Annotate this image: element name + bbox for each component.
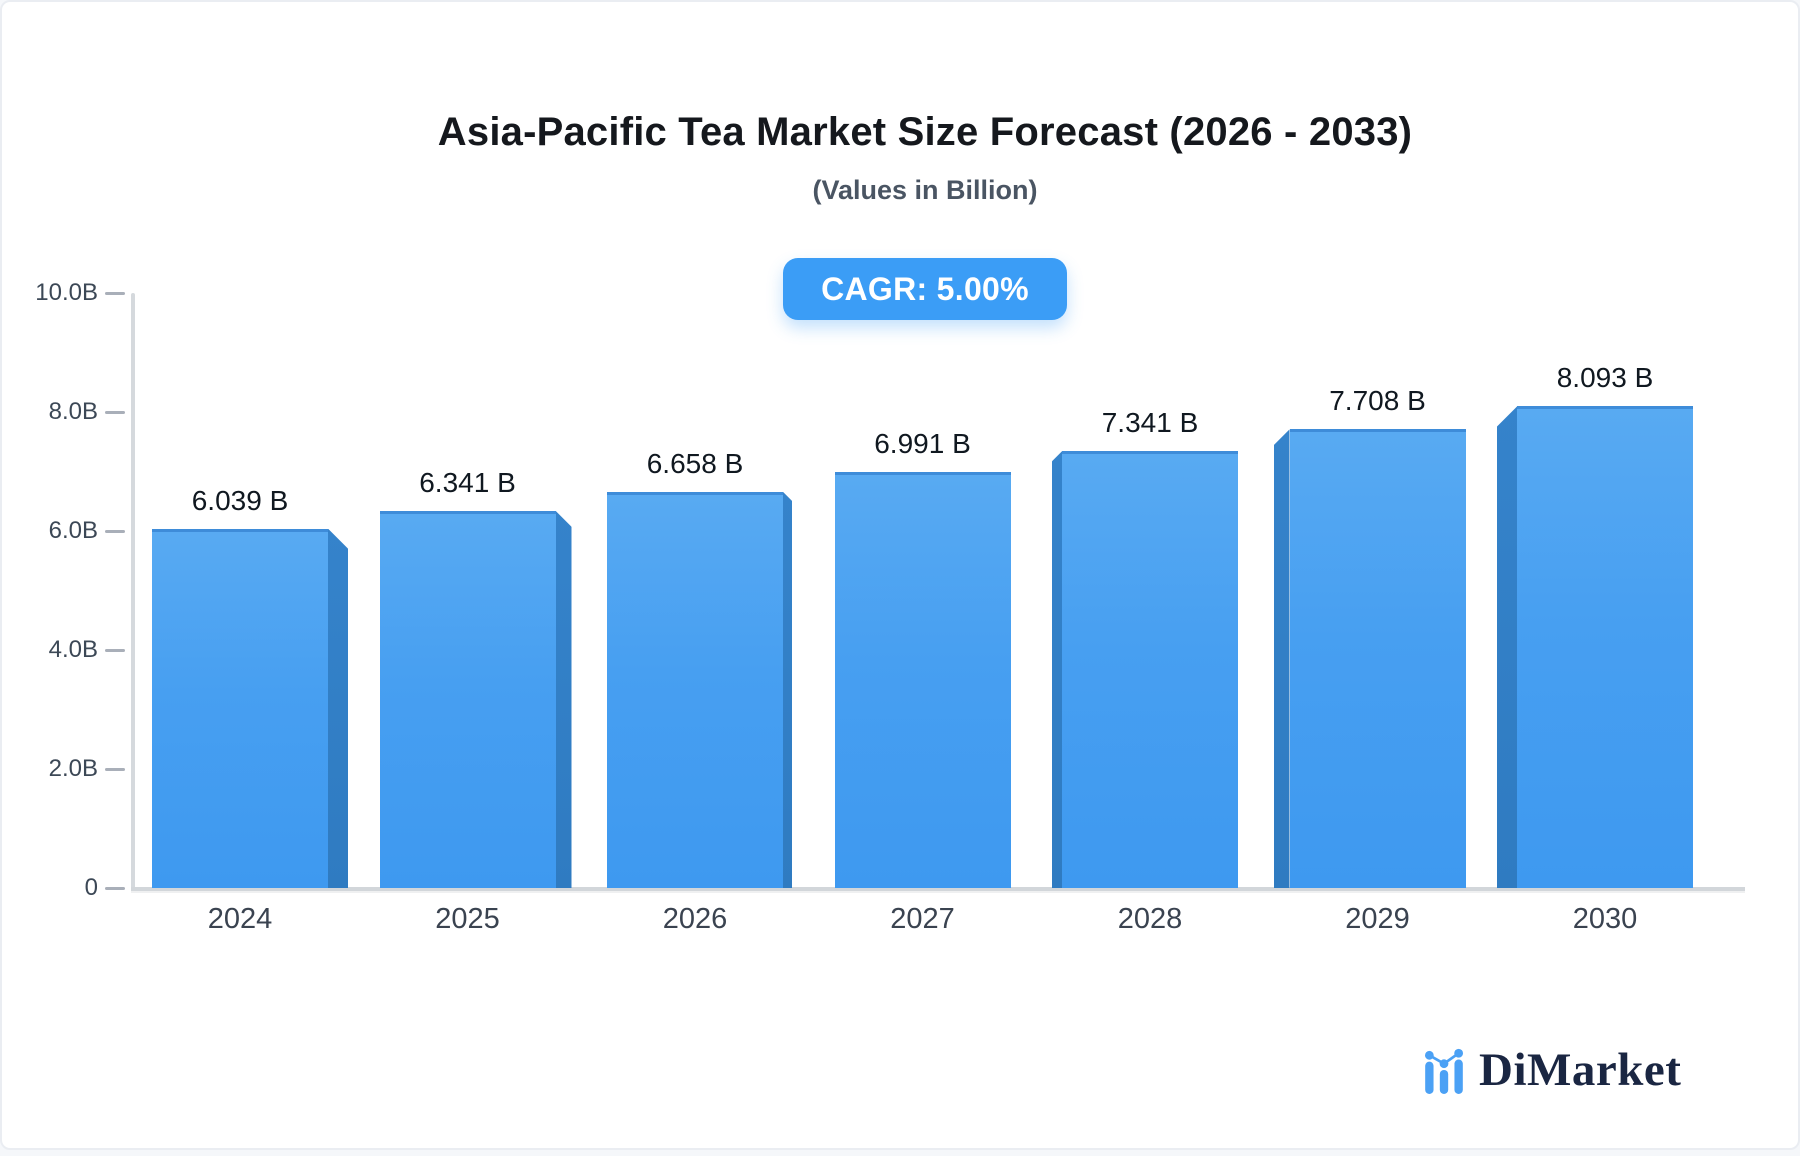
bar-2024[interactable] (152, 528, 328, 888)
x-tick-label-2026: 2026 (662, 903, 728, 935)
y-tick-mark (105, 649, 125, 652)
x-tick-label-2030: 2030 (1572, 903, 1638, 935)
value-label-2024: 6.039 B (191, 484, 289, 516)
y-tick-label-0: 0 (84, 874, 98, 901)
dimarket-logo-text: DiMarket (1479, 1044, 1682, 1096)
y-tick-label-10.0B: 10.0B (35, 279, 98, 306)
value-label-2025: 6.341 B (419, 466, 516, 498)
bar-2028[interactable] (1062, 451, 1238, 888)
y-tick-mark (105, 768, 125, 771)
y-tick-mark (105, 411, 125, 414)
cagr-badge-row: CAGR: 5.00% (52, 258, 1798, 320)
bar-2025[interactable] (379, 510, 556, 888)
y-axis-line (131, 293, 135, 890)
value-label-2026: 6.658 B (646, 447, 744, 479)
bar-2029[interactable] (1289, 429, 1466, 888)
dimarket-logo-icon (1424, 1048, 1464, 1094)
y-tick-mark (105, 530, 125, 533)
bar-2026[interactable] (607, 491, 783, 888)
x-axis-line (131, 887, 1745, 891)
x-tick-label-2024: 2024 (207, 903, 273, 935)
dimarket-logo: DiMarket (1423, 1044, 1681, 1094)
bar-2027[interactable] (834, 472, 1011, 888)
bar-2030-3d-side (1497, 406, 1517, 888)
value-label-2030: 8.093 B (1556, 362, 1654, 394)
bar-2028-3d-side (1052, 451, 1062, 888)
value-label-2029: 7.708 B (1329, 385, 1426, 417)
bar-2030[interactable] (1517, 406, 1693, 888)
value-label-2027: 6.991 B (874, 428, 971, 460)
y-tick-label-6.0B: 6.0B (48, 517, 98, 544)
y-tick-mark (105, 887, 125, 890)
y-tick-label-8.0B: 8.0B (48, 398, 98, 425)
y-tick-label-2.0B: 2.0B (48, 755, 98, 782)
bar-2025-3d-side (555, 510, 572, 888)
chart-subtitle: (Values in Billion) (812, 175, 1038, 205)
x-tick-label-2028: 2028 (1117, 903, 1183, 935)
bar-2026-3d-side (783, 491, 792, 888)
value-label-2028: 7.341 B (1101, 407, 1199, 439)
page-title: Asia-Pacific Tea Market Size Forecast (2… (437, 110, 1413, 154)
y-tick-mark (105, 292, 125, 295)
x-tick-label-2029: 2029 (1345, 903, 1410, 935)
cagr-badge: CAGR: 5.00% (783, 258, 1067, 320)
y-tick-label-4.0B: 4.0B (48, 636, 98, 663)
bar-2029-3d-side (1273, 429, 1290, 888)
x-tick-label-2025: 2025 (435, 903, 500, 935)
bar-2024-3d-side (328, 528, 348, 888)
x-tick-label-2027: 2027 (890, 903, 955, 935)
